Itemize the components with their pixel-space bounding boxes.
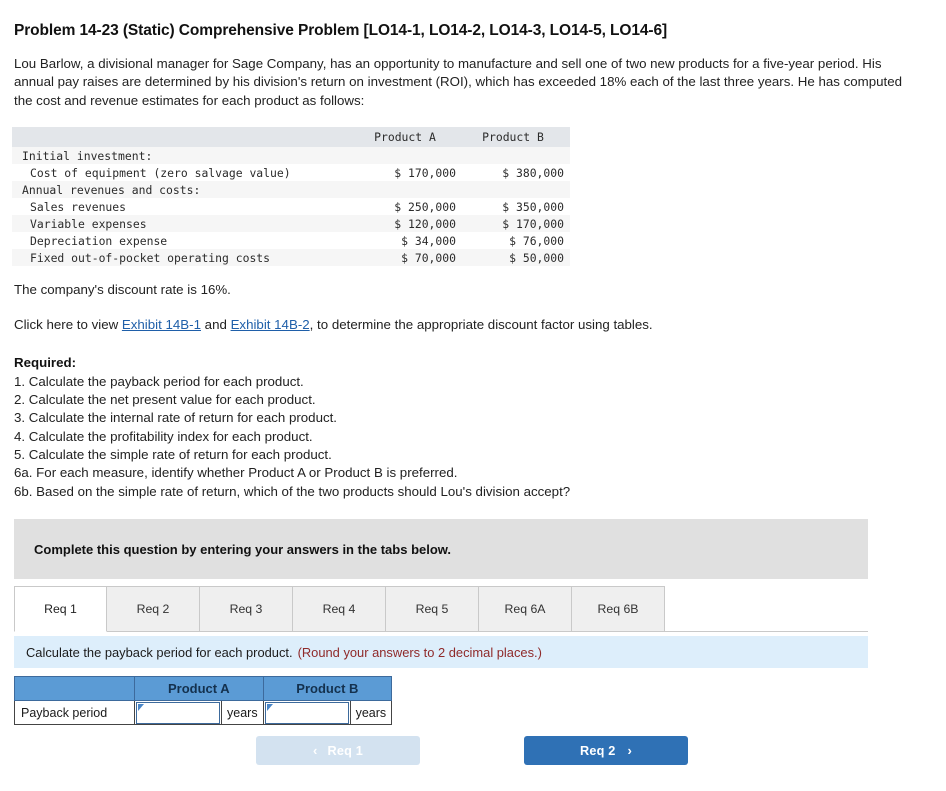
- value-product-a: $ 170,000: [354, 164, 462, 182]
- payback-product-a-cell[interactable]: [134, 700, 222, 725]
- value-product-a: $ 120,000: [354, 215, 462, 233]
- required-item: 3. Calculate the internal rate of return…: [14, 410, 338, 426]
- table-row: Variable expenses $ 120,000 $ 170,000: [12, 215, 570, 233]
- requirement-instruction-strip: Calculate the payback period for each pr…: [14, 636, 868, 668]
- table-row: Sales revenues $ 250,000 $ 350,000: [12, 198, 570, 216]
- table-row: Annual revenues and costs:: [12, 181, 570, 199]
- answer-corner-cell: [14, 676, 135, 701]
- answer-table: Product A Product B Payback period years…: [14, 676, 393, 725]
- required-items-list: 1. Calculate the payback period for each…: [14, 373, 946, 501]
- unit-label-product-a: years: [221, 700, 264, 725]
- table-header-row: Product A Product B: [12, 127, 570, 148]
- column-header-product-a: Product A: [354, 127, 462, 148]
- value-product-a: [354, 181, 462, 199]
- required-item: 6a. For each measure, identify whether P…: [14, 465, 458, 481]
- value-product-a: $ 250,000: [354, 198, 462, 216]
- answer-header-product-a: Product A: [134, 676, 264, 701]
- value-product-b: $ 50,000: [462, 249, 570, 267]
- table-row: Cost of equipment (zero salvage value) $ …: [12, 164, 570, 182]
- tab-req-6a[interactable]: Req 6A: [479, 586, 572, 632]
- row-label: Depreciation expense: [12, 232, 354, 250]
- financial-estimates-table: Product A Product B Initial investment: C…: [12, 127, 570, 267]
- value-product-a: [354, 147, 462, 165]
- next-req-label: Req 2: [579, 743, 616, 758]
- value-product-b: $ 76,000: [462, 232, 570, 250]
- row-label: Sales revenues: [12, 198, 354, 216]
- tab-label: Req 1: [44, 602, 77, 616]
- table-row: Initial investment:: [12, 147, 570, 165]
- row-label: Fixed out-of-pocket operating costs: [12, 249, 354, 267]
- discount-rate-note: The company's discount rate is 16%.: [14, 282, 231, 298]
- prev-req-label: Req 1: [327, 743, 364, 758]
- payback-product-b-cell[interactable]: [262, 700, 351, 725]
- answer-header-product-b: Product B: [262, 676, 393, 701]
- value-product-b: $ 170,000: [462, 215, 570, 233]
- exhibit-links-note: Click here to view Exhibit 14B-1 and Exh…: [0, 297, 946, 332]
- exhibit-note-prefix: Click here to view: [14, 317, 122, 333]
- chevron-left-icon: ‹: [312, 743, 318, 758]
- prev-req-button[interactable]: ‹ Req 1: [256, 736, 420, 765]
- rounding-instruction: (Round your answers to 2 decimal places.…: [297, 644, 542, 660]
- instruction-text: Calculate the payback period for each pr…: [26, 644, 293, 660]
- table-row: Depreciation expense $ 34,000 $ 76,000: [12, 232, 570, 250]
- requirement-tabs: Req 1 Req 2 Req 3 Req 4 Req 5 Req 6A Req 6B: [14, 585, 868, 632]
- value-product-b: [462, 147, 570, 165]
- table-row: Fixed out-of-pocket operating costs $ 70,…: [12, 249, 570, 267]
- answer-table-header-row: Product A Product B: [14, 676, 393, 701]
- column-header-product-b: Product B: [462, 127, 570, 148]
- page-title: Problem 14-23 (Static) Comprehensive Pro…: [14, 22, 668, 39]
- value-product-a: $ 34,000: [354, 232, 462, 250]
- tab-label: Req 3: [229, 602, 263, 616]
- tab-req-2[interactable]: Req 2: [107, 586, 200, 632]
- payback-product-b-input[interactable]: [264, 701, 349, 724]
- exhibit-14b-1-link[interactable]: Exhibit 14B-1: [121, 317, 201, 333]
- problem-intro-paragraph: Lou Barlow, a divisional manager for Sag…: [14, 55, 902, 109]
- banner-text: Complete this question by entering your …: [34, 541, 452, 557]
- chevron-right-icon: ›: [627, 743, 633, 758]
- tab-req-6b[interactable]: Req 6B: [572, 586, 665, 632]
- required-item: 6b. Based on the simple rate of return, …: [14, 483, 571, 499]
- row-label: Cost of equipment (zero salvage value): [12, 164, 354, 182]
- row-label: Variable expenses: [12, 215, 354, 233]
- exhibit-14b-2-link[interactable]: Exhibit 14B-2: [230, 317, 310, 333]
- tab-label: Req 6A: [504, 602, 546, 616]
- required-item: 4. Calculate the profitability index for…: [14, 428, 313, 444]
- financial-table-body: Initial investment: Cost of equipment (ze…: [12, 147, 570, 267]
- answer-table-row: Payback period years years: [14, 700, 393, 725]
- tabstrip-filler: [665, 586, 868, 632]
- tab-req-4[interactable]: Req 4: [293, 586, 386, 632]
- column-header-blank: [12, 127, 354, 148]
- answer-row-label: Payback period: [14, 700, 135, 725]
- value-product-b: $ 350,000: [462, 198, 570, 216]
- required-item: 2. Calculate the net present value for e…: [14, 391, 316, 407]
- tab-req-5[interactable]: Req 5: [386, 586, 479, 632]
- tab-label: Req 2: [136, 602, 170, 616]
- tab-req-3[interactable]: Req 3: [200, 586, 293, 632]
- required-section: Required: 1. Calculate the payback perio…: [0, 332, 946, 501]
- tab-label: Req 6B: [597, 602, 639, 616]
- tab-req-1[interactable]: Req 1: [14, 586, 107, 632]
- value-product-b: $ 380,000: [462, 164, 570, 182]
- value-product-b: [462, 181, 570, 199]
- exhibit-note-suffix: , to determine the appropriate discount …: [309, 317, 653, 333]
- row-label: Initial investment:: [12, 147, 354, 165]
- exhibit-note-middle: and: [200, 317, 231, 333]
- unit-label-product-b: years: [349, 700, 393, 725]
- value-product-a: $ 70,000: [354, 249, 462, 267]
- payback-product-a-input[interactable]: [136, 701, 220, 724]
- financial-table-header: Product A Product B: [12, 127, 570, 148]
- next-req-button[interactable]: Req 2 ›: [524, 736, 688, 765]
- complete-question-banner: Complete this question by entering your …: [14, 519, 868, 579]
- row-label: Annual revenues and costs:: [12, 181, 354, 199]
- tab-label: Req 5: [415, 602, 449, 616]
- navigation-buttons: ‹ Req 1 Req 2 ›: [256, 736, 688, 765]
- required-item: 1. Calculate the payback period for each…: [14, 373, 304, 389]
- required-item: 5. Calculate the simple rate of return f…: [14, 446, 332, 462]
- required-heading: Required:: [14, 355, 77, 371]
- tab-label: Req 4: [322, 602, 356, 616]
